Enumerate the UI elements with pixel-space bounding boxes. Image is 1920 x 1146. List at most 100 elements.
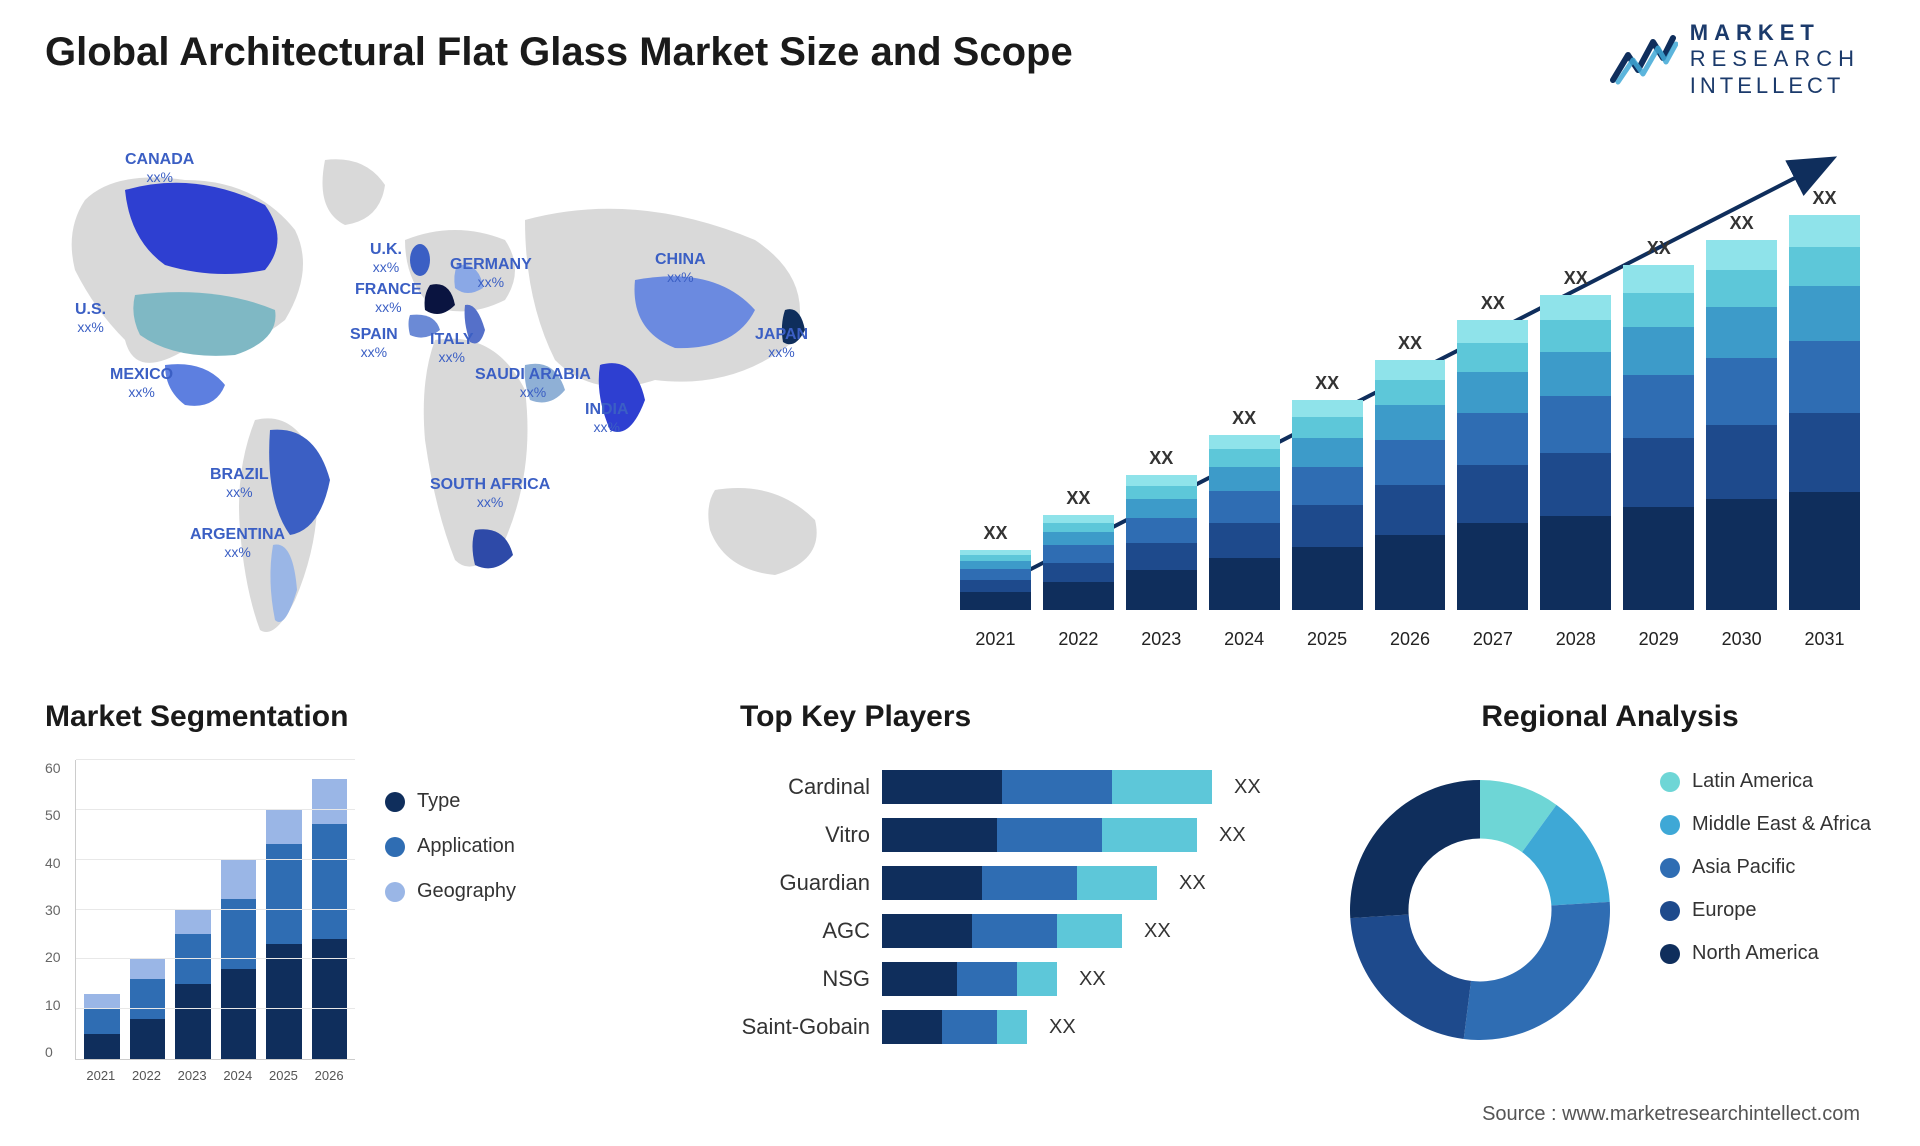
source-attribution: Source : www.marketresearchintellect.com xyxy=(1482,1103,1860,1126)
growth-year-label: 2025 xyxy=(1292,629,1363,650)
segmentation-chart: 0102030405060 202120222023202420252026 xyxy=(45,760,355,1090)
growth-bar: XX xyxy=(960,523,1031,610)
legend-swatch xyxy=(1660,772,1680,792)
growth-bar: XX xyxy=(1540,268,1611,610)
y-tick-label: 60 xyxy=(45,760,75,776)
legend-swatch xyxy=(1660,815,1680,835)
key-player-bar xyxy=(882,962,1057,996)
growth-year-label: 2026 xyxy=(1375,629,1446,650)
legend-label: Middle East & Africa xyxy=(1692,813,1871,836)
key-player-value: XX xyxy=(1219,824,1246,847)
regional-title: Regional Analysis xyxy=(1330,700,1890,734)
legend-item: Application xyxy=(385,835,516,858)
segmentation-bar xyxy=(266,809,302,1059)
key-player-row: VitroXX xyxy=(740,818,1290,852)
key-player-value: XX xyxy=(1079,968,1106,991)
key-player-row: Saint-Gobain XX xyxy=(740,1010,1290,1044)
map-label: SOUTH AFRICAxx% xyxy=(430,475,550,511)
key-player-value: XX xyxy=(1144,920,1171,943)
bar-value-label: XX xyxy=(1647,238,1671,259)
bar-value-label: XX xyxy=(1149,448,1173,469)
growth-chart: XXXXXXXXXXXXXXXXXXXXXX 20212022202320242… xyxy=(960,150,1860,650)
page-title: Global Architectural Flat Glass Market S… xyxy=(45,30,1073,75)
y-tick-label: 30 xyxy=(45,902,75,918)
bar-value-label: XX xyxy=(1730,213,1754,234)
map-label: INDIAxx% xyxy=(585,400,629,436)
key-player-name: Saint-Gobain xyxy=(740,1014,870,1040)
growth-bar: XX xyxy=(1623,238,1694,610)
key-player-name: Cardinal xyxy=(740,774,870,800)
growth-bar: XX xyxy=(1292,373,1363,610)
segmentation-legend: Type Application Geography xyxy=(385,790,516,903)
legend-label: Europe xyxy=(1692,899,1757,922)
key-player-value: XX xyxy=(1234,776,1261,799)
legend-item: Geography xyxy=(385,880,516,903)
key-player-row: AGC XX xyxy=(740,914,1290,948)
segmentation-bar xyxy=(312,779,348,1059)
y-tick-label: 50 xyxy=(45,807,75,823)
growth-year-label: 2028 xyxy=(1540,629,1611,650)
donut-slice xyxy=(1350,914,1471,1038)
key-player-value: XX xyxy=(1179,872,1206,895)
donut-chart xyxy=(1330,760,1630,1060)
seg-year-label: 2022 xyxy=(132,1068,161,1083)
legend-label: Latin America xyxy=(1692,770,1813,793)
legend-swatch xyxy=(1660,944,1680,964)
key-player-bar xyxy=(882,914,1122,948)
y-tick-label: 10 xyxy=(45,997,75,1013)
map-label: JAPANxx% xyxy=(755,325,808,361)
world-map-svg xyxy=(35,130,915,690)
donut-slice xyxy=(1464,902,1610,1040)
legend-label: Application xyxy=(417,835,515,858)
bar-value-label: XX xyxy=(983,523,1007,544)
growth-bar: XX xyxy=(1209,408,1280,610)
bar-value-label: XX xyxy=(1232,408,1256,429)
key-player-row: Cardinal XX xyxy=(740,770,1290,804)
legend-item: Middle East & Africa xyxy=(1660,813,1871,836)
map-label: CANADAxx% xyxy=(125,150,194,186)
key-player-row: NSGXX xyxy=(740,962,1290,996)
logo-line1: MARKET xyxy=(1690,20,1860,46)
key-player-name: AGC xyxy=(740,918,870,944)
key-player-bar xyxy=(882,1010,1027,1044)
seg-year-label: 2021 xyxy=(86,1068,115,1083)
legend-item: Latin America xyxy=(1660,770,1871,793)
growth-bar: XX xyxy=(1789,188,1860,610)
legend-item: Asia Pacific xyxy=(1660,856,1871,879)
key-players-title: Top Key Players xyxy=(740,700,1290,734)
map-label: CHINAxx% xyxy=(655,250,706,286)
legend-item: Type xyxy=(385,790,516,813)
legend-swatch xyxy=(385,882,405,902)
seg-year-label: 2023 xyxy=(178,1068,207,1083)
growth-year-label: 2031 xyxy=(1789,629,1860,650)
map-label: SAUDI ARABIAxx% xyxy=(475,365,591,401)
key-player-value: XX xyxy=(1049,1016,1076,1039)
legend-label: North America xyxy=(1692,942,1819,965)
key-player-name: Guardian xyxy=(740,870,870,896)
map-label: ITALYxx% xyxy=(430,330,474,366)
y-tick-label: 20 xyxy=(45,949,75,965)
segmentation-bar xyxy=(84,994,120,1059)
logo-line2: RESEARCH xyxy=(1690,46,1860,72)
legend-swatch xyxy=(385,837,405,857)
growth-year-label: 2030 xyxy=(1706,629,1777,650)
map-label: U.K.xx% xyxy=(370,240,402,276)
map-label: U.S.xx% xyxy=(75,300,106,336)
growth-bar: XX xyxy=(1706,213,1777,610)
growth-year-label: 2023 xyxy=(1126,629,1197,650)
brand-logo: MARKET RESEARCH INTELLECT xyxy=(1608,20,1860,99)
legend-label: Type xyxy=(417,790,460,813)
bar-value-label: XX xyxy=(1813,188,1837,209)
legend-swatch xyxy=(1660,858,1680,878)
growth-year-label: 2029 xyxy=(1623,629,1694,650)
growth-year-label: 2024 xyxy=(1209,629,1280,650)
map-label: FRANCExx% xyxy=(355,280,422,316)
map-label: BRAZILxx% xyxy=(210,465,269,501)
segmentation-bar xyxy=(175,909,211,1059)
legend-item: Europe xyxy=(1660,899,1871,922)
market-segmentation-panel: Market Segmentation 0102030405060 202120… xyxy=(45,700,585,1120)
key-player-row: Guardian XX xyxy=(740,866,1290,900)
growth-year-label: 2027 xyxy=(1457,629,1528,650)
map-label: SPAINxx% xyxy=(350,325,398,361)
regional-legend: Latin America Middle East & Africa Asia Pa… xyxy=(1660,770,1871,965)
